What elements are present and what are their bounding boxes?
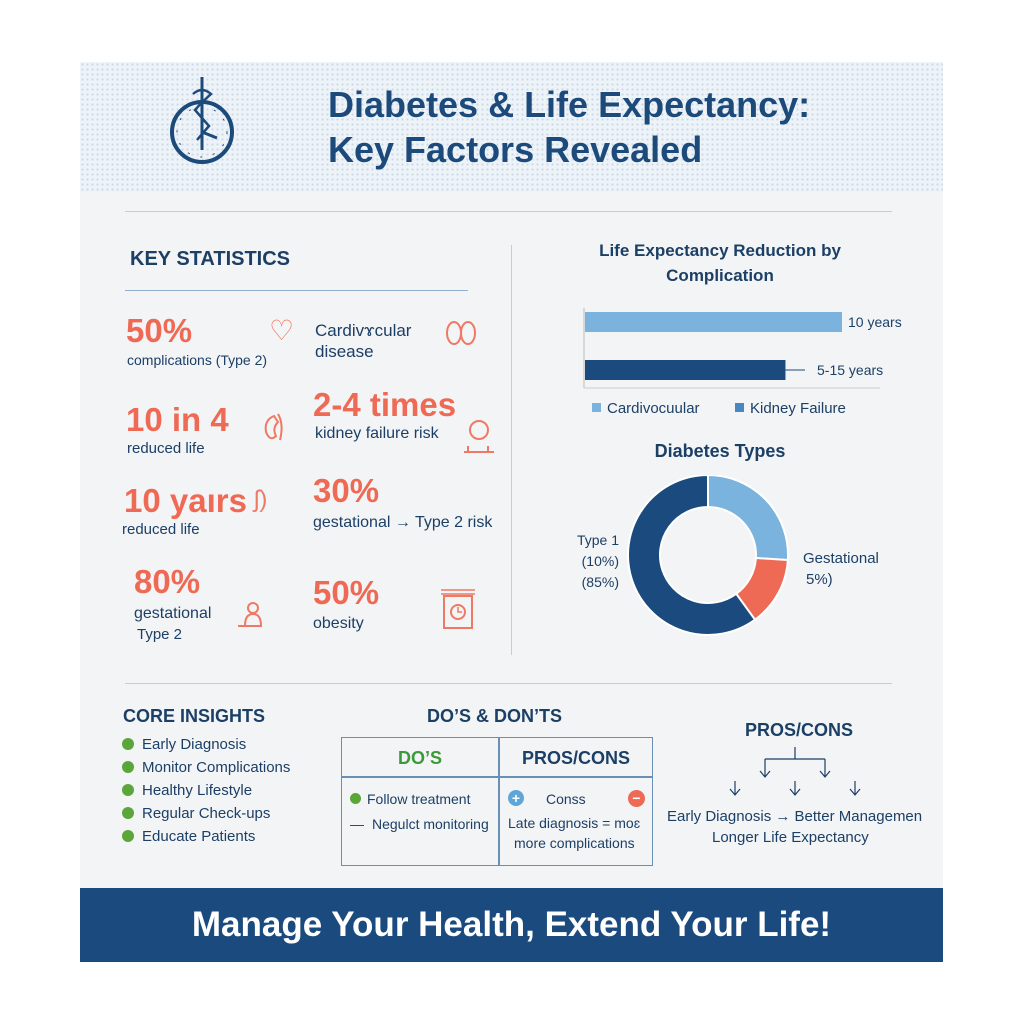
stat-label: complications (Type 2) — [127, 352, 268, 368]
stat-value: 10 yaırs — [124, 482, 247, 519]
stopwatch-caduceus-icon — [170, 77, 234, 164]
check-icon — [122, 807, 134, 819]
donut-slice — [627, 475, 757, 636]
core-insight-label: Educate Patients — [142, 828, 256, 845]
dont-item: Negulct monitoring — [372, 816, 489, 832]
bar-data-label: 10 years — [848, 314, 902, 330]
check-icon — [122, 784, 134, 796]
kidney-icon — [264, 413, 283, 441]
stat-value: 2-4 times — [313, 386, 457, 423]
plus-icon: + — [508, 790, 524, 806]
title-line-1: Diabetes & Life Expectancy: — [328, 84, 811, 125]
minus-icon: − — [628, 790, 645, 807]
label-line: (85%) — [581, 574, 619, 590]
check-icon — [350, 793, 361, 804]
kidney-icon: ʃ) — [254, 486, 268, 513]
stat-label: Cardivɤcular disease — [315, 321, 412, 361]
dos-column-header: DO’S — [397, 748, 442, 768]
stat-label: reduced life — [127, 440, 205, 457]
core-insight-label: Early Diagnosis — [142, 736, 247, 753]
bar — [585, 360, 786, 380]
patient-icon — [464, 420, 494, 453]
core-insight-label: Healthy Lifestyle — [142, 782, 253, 799]
donut-label-right: Gestational 5%) — [803, 548, 879, 590]
bar-chart-title: Life Expectancy Reduction by Complicatio… — [599, 241, 841, 285]
legend-swatch — [735, 403, 744, 412]
page-title: Diabetes & Life Expectancy: Key Factors R… — [328, 82, 810, 172]
footer-banner: Manage Your Health, Extend Your Life! — [80, 888, 943, 962]
stat-value: 10 in 4 — [126, 401, 229, 438]
check-icon — [122, 830, 134, 842]
key-statistics-heading: KEY STATISTICS — [130, 248, 291, 270]
core-insight-item: Regular Check-ups — [122, 805, 270, 822]
bar-data-label: 5-15 years — [817, 362, 883, 378]
divider — [125, 683, 892, 684]
heart-icon: ♡ — [269, 315, 295, 346]
scale-icon — [441, 589, 475, 629]
core-insight-item: Monitor Complications — [122, 759, 290, 776]
label-line: Type 1 — [576, 532, 619, 548]
label-line: Gestational — [803, 550, 879, 567]
flow-text: Early Diagnosis → Better Managemen — [667, 808, 923, 825]
check-icon — [122, 738, 134, 750]
cons-text: more complications — [514, 835, 635, 851]
divider — [125, 290, 468, 291]
pros-cons-heading: PROS/CONS — [745, 720, 854, 740]
stat-label: gestational — [134, 605, 212, 622]
donut-label-left: Type 1 (10%) (85%) — [573, 530, 619, 593]
person-icon — [238, 602, 263, 627]
vertical-divider — [511, 245, 512, 655]
dash-icon: — — [350, 816, 364, 832]
dos-donts-heading: DO’S & DON’TS — [427, 706, 563, 726]
kidneys-icon — [446, 321, 476, 345]
label-line: 5%) — [806, 571, 833, 588]
stat-label: reduced life — [122, 521, 200, 538]
core-insight-item: Early Diagnosis — [122, 736, 246, 753]
check-icon — [122, 761, 134, 773]
donut-chart — [627, 475, 789, 636]
stat-value: 80% — [134, 563, 201, 600]
cons-label: Conss — [546, 791, 586, 807]
donut-slice — [707, 475, 789, 562]
stat-label: Type 2 — [137, 626, 183, 643]
core-insight-label: Monitor Complications — [142, 759, 291, 776]
legend-label: Cardivocuular — [607, 400, 700, 417]
stat-value: 30% — [313, 472, 380, 509]
divider — [125, 211, 892, 212]
bar-chart: 10 years 5-15 years Cardivocuular Kidney Fa… — [583, 308, 902, 417]
column-divider — [498, 738, 500, 865]
legend-label: Kidney Failure — [750, 400, 846, 417]
dos-table: DO’S PROS/CONS Follow treatment — Negulct… — [341, 737, 653, 866]
stat-label: kidney failure risk — [315, 425, 439, 442]
title-line-2: Key Factors Revealed — [328, 129, 703, 170]
cons-text: Late diagnosis = moɛ — [508, 815, 641, 831]
core-insights-heading: CORE INSIGHTS — [123, 706, 266, 726]
header-band — [80, 62, 943, 192]
row-divider — [342, 776, 652, 778]
flow-text: Longer Life Expectancy — [712, 829, 869, 846]
stat-value: 50% — [313, 574, 380, 611]
stat-value: 50% — [126, 312, 193, 349]
stat-label: obesity — [313, 615, 364, 632]
stat-label: gestational → Type 2 risk — [313, 514, 493, 531]
pros-cons-column-header: PROS/CONS — [521, 748, 631, 768]
label-line: (10%) — [581, 553, 619, 569]
flow-arrows — [729, 747, 861, 796]
core-insight-label: Regular Check-ups — [142, 805, 271, 822]
donut-title: Diabetes Types — [654, 441, 786, 461]
do-item: Follow treatment — [367, 791, 471, 807]
bar — [585, 312, 842, 332]
core-insight-item: Healthy Lifestyle — [122, 782, 252, 799]
core-insight-item: Educate Patients — [122, 828, 255, 845]
legend-swatch — [592, 403, 601, 412]
